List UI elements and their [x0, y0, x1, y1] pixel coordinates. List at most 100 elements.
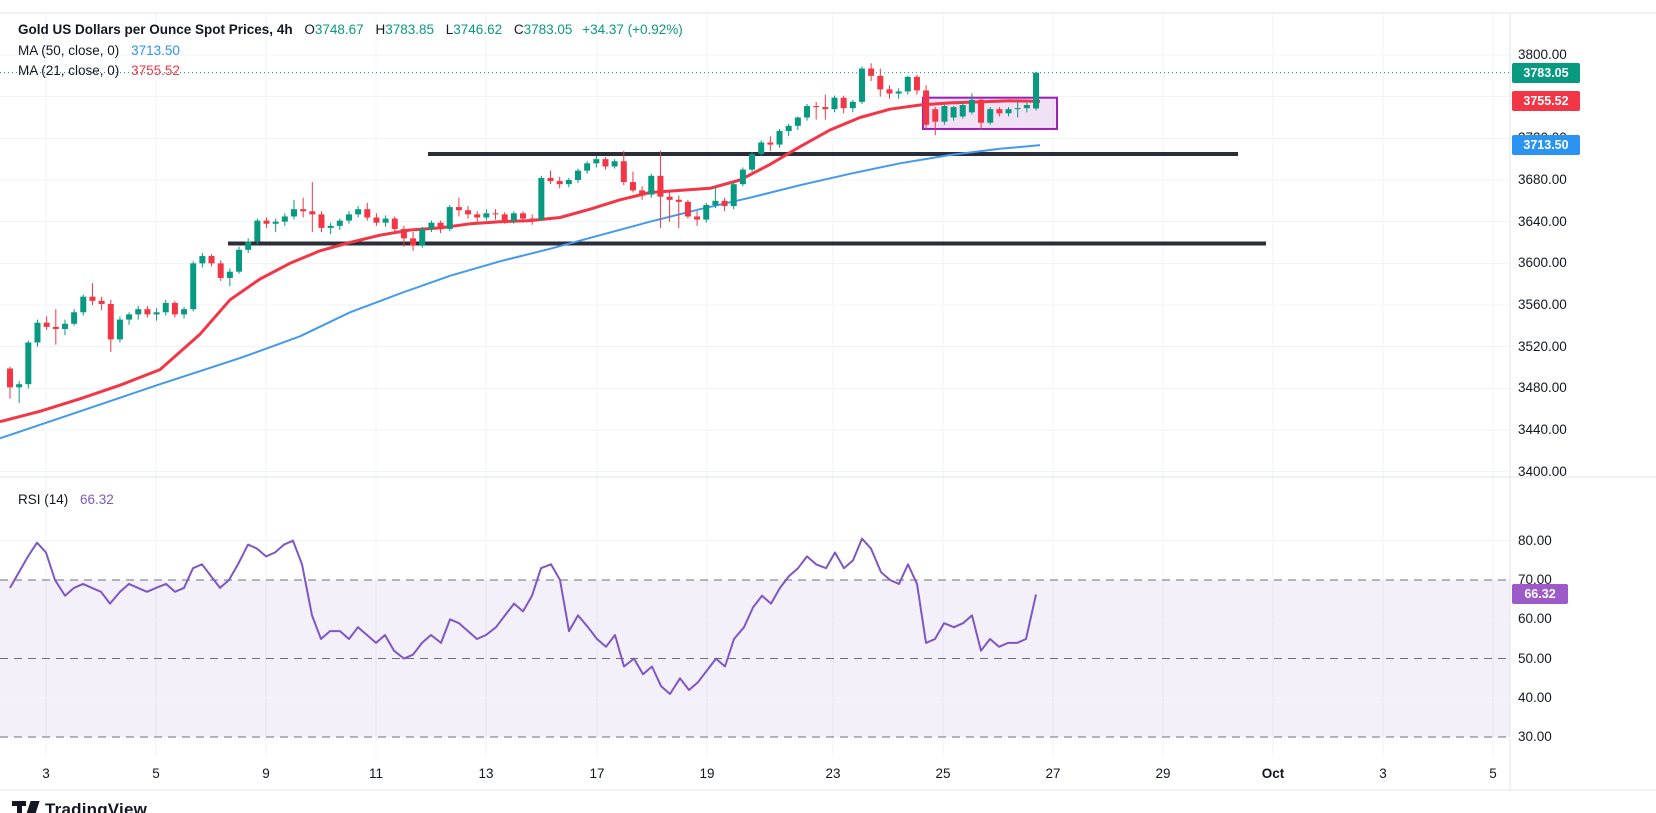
- time-axis-label[interactable]: 29: [1155, 766, 1171, 781]
- rsi-axis-label[interactable]: 50.00: [1518, 650, 1552, 666]
- candle-up: [510, 213, 517, 221]
- time-axis-label[interactable]: 17: [589, 766, 605, 781]
- price-axis-label[interactable]: 3400.00: [1518, 463, 1567, 479]
- price-axis-label[interactable]: 3560.00: [1518, 297, 1567, 312]
- candle-down: [886, 89, 893, 94]
- price-axis-label[interactable]: 3800.00: [1518, 47, 1567, 62]
- candle-up: [281, 216, 288, 222]
- candle-down: [822, 107, 829, 110]
- candle-down: [932, 109, 939, 122]
- candle-up: [25, 342, 32, 385]
- candle-down: [43, 322, 50, 327]
- candle-down: [465, 210, 472, 215]
- candle-down: [217, 263, 224, 278]
- symbol-legend-row[interactable]: Gold US Dollars per Ounce Spot Prices, 4…: [18, 22, 683, 37]
- price-axis-label[interactable]: 3480.00: [1518, 380, 1567, 396]
- ma21-line[interactable]: [0, 99, 1041, 424]
- time-axis-label[interactable]: 27: [1045, 766, 1061, 781]
- time-axis-label[interactable]: 23: [825, 766, 841, 781]
- high-value: 3783.85: [385, 22, 434, 37]
- tradingview-watermark[interactable]: TradingView: [12, 799, 147, 813]
- price-axis-label[interactable]: 3600.00: [1518, 255, 1567, 271]
- candle-down: [684, 201, 691, 217]
- candle-down: [318, 214, 325, 228]
- candle-down: [877, 75, 884, 90]
- candle-down: [7, 368, 13, 388]
- candle-down: [171, 302, 178, 315]
- candle-down: [675, 199, 682, 202]
- low-value: 3746.62: [453, 22, 503, 37]
- candle-up: [730, 184, 737, 207]
- time-axis-label[interactable]: 3: [1379, 766, 1387, 781]
- candle-down: [107, 303, 114, 340]
- candle-up: [703, 205, 710, 220]
- rsi-line[interactable]: [9, 537, 1037, 695]
- price-axis-label[interactable]: 3520.00: [1518, 338, 1567, 354]
- close-label: C: [513, 22, 524, 37]
- tradingview-logo-icon: [12, 799, 40, 813]
- price-axis-label[interactable]: 3440.00: [1518, 422, 1567, 437]
- candle-down: [923, 90, 930, 125]
- price-axis-label[interactable]: 3680.00: [1518, 172, 1567, 187]
- candle-down: [400, 228, 407, 239]
- price-axis-label[interactable]: 3640.00: [1518, 213, 1567, 229]
- candle-down: [474, 214, 481, 218]
- candle-up: [648, 175, 655, 195]
- time-axis-label[interactable]: 11: [368, 766, 383, 781]
- candle-up: [749, 153, 756, 170]
- candle-up: [941, 106, 948, 122]
- time-axis-label[interactable]: 3: [42, 766, 50, 781]
- candle-up: [290, 209, 297, 217]
- rsi-axis-label[interactable]: 80.00: [1518, 532, 1552, 548]
- low-label: L: [445, 22, 454, 37]
- candle-up: [419, 228, 426, 246]
- time-axis-label[interactable]: 5: [1489, 766, 1497, 781]
- candle-up: [327, 225, 334, 228]
- candle-down: [868, 68, 875, 76]
- candle-up: [584, 163, 591, 171]
- candle-up: [236, 249, 243, 272]
- rsi-axis-label[interactable]: 70.00: [1518, 572, 1552, 587]
- time-axis-label[interactable]: 19: [699, 766, 715, 781]
- candle-up: [776, 131, 783, 145]
- time-axis-label[interactable]: Oct: [1261, 766, 1285, 781]
- candle-down: [978, 99, 985, 123]
- candle-down: [263, 220, 270, 224]
- candle-down: [391, 218, 398, 229]
- candle-up: [574, 170, 581, 181]
- candle-up: [804, 106, 811, 118]
- open-label: O: [304, 22, 315, 37]
- time-axis-label[interactable]: 5: [152, 766, 160, 781]
- time-axis-label[interactable]: 13: [478, 766, 494, 781]
- candle-down: [208, 256, 215, 264]
- candle-up: [226, 271, 233, 278]
- candle-up: [16, 384, 23, 388]
- candle-down: [364, 209, 371, 218]
- rsi-legend-row[interactable]: RSI (14) 66.32: [18, 492, 114, 507]
- candle-up: [126, 314, 133, 320]
- candle-up: [245, 241, 252, 250]
- candle-down: [721, 200, 728, 207]
- candle-up: [355, 209, 362, 215]
- change-value: +34.37 (+0.92%): [582, 22, 683, 37]
- candle-up: [181, 309, 188, 315]
- candle-up: [758, 142, 765, 154]
- rsi-axis-label[interactable]: 30.00: [1518, 729, 1552, 745]
- ma50-line[interactable]: [0, 144, 1041, 440]
- candle-up: [794, 117, 801, 126]
- candle-down: [629, 182, 636, 191]
- time-axis-label[interactable]: 9: [262, 766, 270, 781]
- rsi-axis-label[interactable]: 60.00: [1518, 611, 1552, 627]
- candle-up: [611, 161, 618, 167]
- ma50-legend-row[interactable]: MA (50, close, 0) 3713.50: [18, 43, 180, 58]
- close-value: 3783.05: [523, 22, 573, 37]
- rsi-axis-label[interactable]: 40.00: [1518, 689, 1552, 705]
- candle-up: [483, 213, 490, 218]
- candle-down: [98, 300, 105, 304]
- candle-up: [345, 214, 352, 221]
- time-axis-label[interactable]: 25: [935, 766, 951, 781]
- candle-down: [840, 97, 847, 109]
- ma21-legend-row[interactable]: MA (21, close, 0) 3755.52: [18, 63, 180, 78]
- candle-up: [950, 107, 957, 118]
